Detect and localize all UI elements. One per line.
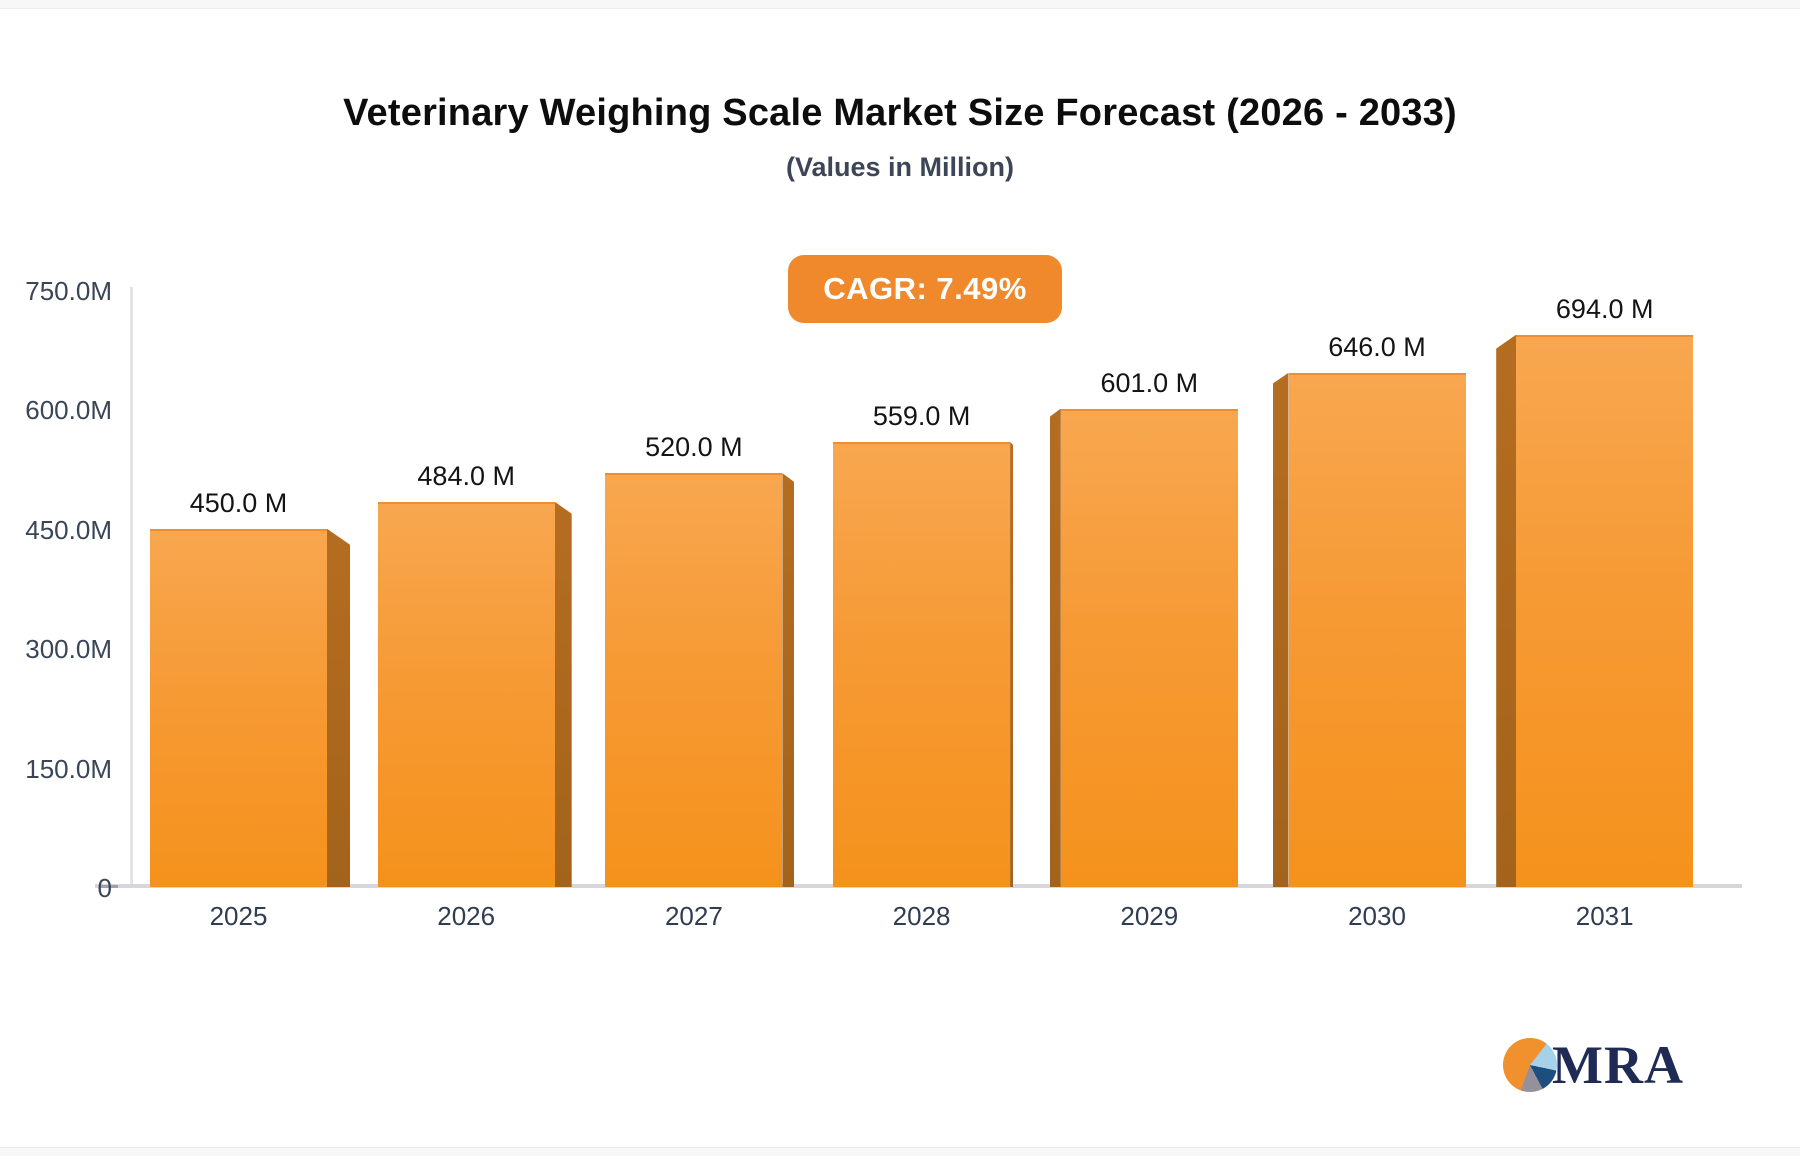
bar-2025 — [150, 528, 327, 887]
cagr-badge: CAGR: 7.49% — [788, 255, 1062, 323]
mra-pie-chart-icon — [1503, 1038, 1557, 1092]
bar-2027-side-shadow — [782, 473, 795, 887]
y-axis-tick-label: 600.0M — [25, 395, 112, 426]
x-axis-tick-label: 2026 — [437, 901, 496, 931]
bar-value-label: 450.0 M — [189, 487, 288, 518]
y-axis-tick-label: 150.0M — [25, 753, 112, 784]
x-axis-tick-label: 2030 — [1348, 901, 1406, 931]
x-axis-tick-label: 2025 — [209, 901, 268, 931]
bar-2028-side-shadow — [1010, 442, 1014, 887]
x-axis-tick-label: 2031 — [1575, 901, 1634, 931]
x-axis-tick-label: 2027 — [664, 901, 723, 931]
page-top-edge — [0, 0, 1800, 9]
bar-2028 — [833, 442, 1011, 887]
bar-2030 — [1288, 372, 1466, 887]
chart-subtitle: (Values in Million) — [785, 152, 1015, 182]
bar-2031-side-shadow — [1496, 334, 1517, 887]
cagr-badge-label: CAGR: 7.49% — [823, 271, 1027, 306]
zero-tick-mark — [100, 885, 118, 888]
bar-2026-side-shadow — [554, 501, 572, 887]
y-axis-tick-label: 750.0M — [25, 276, 112, 306]
bar-value-label: 484.0 M — [417, 460, 515, 491]
x-axis-tick-label: 2029 — [1120, 901, 1179, 931]
bar-value-label: 559.0 M — [872, 401, 971, 432]
bar-2026 — [377, 501, 555, 887]
bar-2030-side-shadow — [1272, 372, 1289, 887]
bar-2029 — [1060, 408, 1238, 887]
y-axis-tick-label: 0 — [97, 873, 112, 903]
bar-value-label: 694.0 M — [1555, 293, 1654, 324]
x-axis-tick-label: 2028 — [892, 901, 951, 931]
chart-title: Veterinary Weighing Scale Market Size Fo… — [343, 92, 1457, 134]
y-axis-tick-label: 300.0M — [25, 634, 112, 665]
y-axis-line — [130, 287, 133, 887]
bar-value-label: 520.0 M — [645, 432, 743, 463]
bar-value-label: 601.0 M — [1100, 367, 1199, 398]
bar-2029-side-shadow — [1049, 408, 1061, 887]
mra-logo: MRA — [1503, 1038, 1684, 1092]
bar-2025-side-shadow — [327, 528, 350, 887]
page-bottom-edge — [0, 1147, 1800, 1156]
bar-2031 — [1516, 334, 1694, 887]
bar-value-label: 646.0 M — [1328, 331, 1426, 362]
y-axis-tick-label: 450.0M — [25, 514, 112, 545]
mra-logo-text: MRA — [1552, 1035, 1684, 1095]
bar-2027 — [605, 473, 783, 887]
